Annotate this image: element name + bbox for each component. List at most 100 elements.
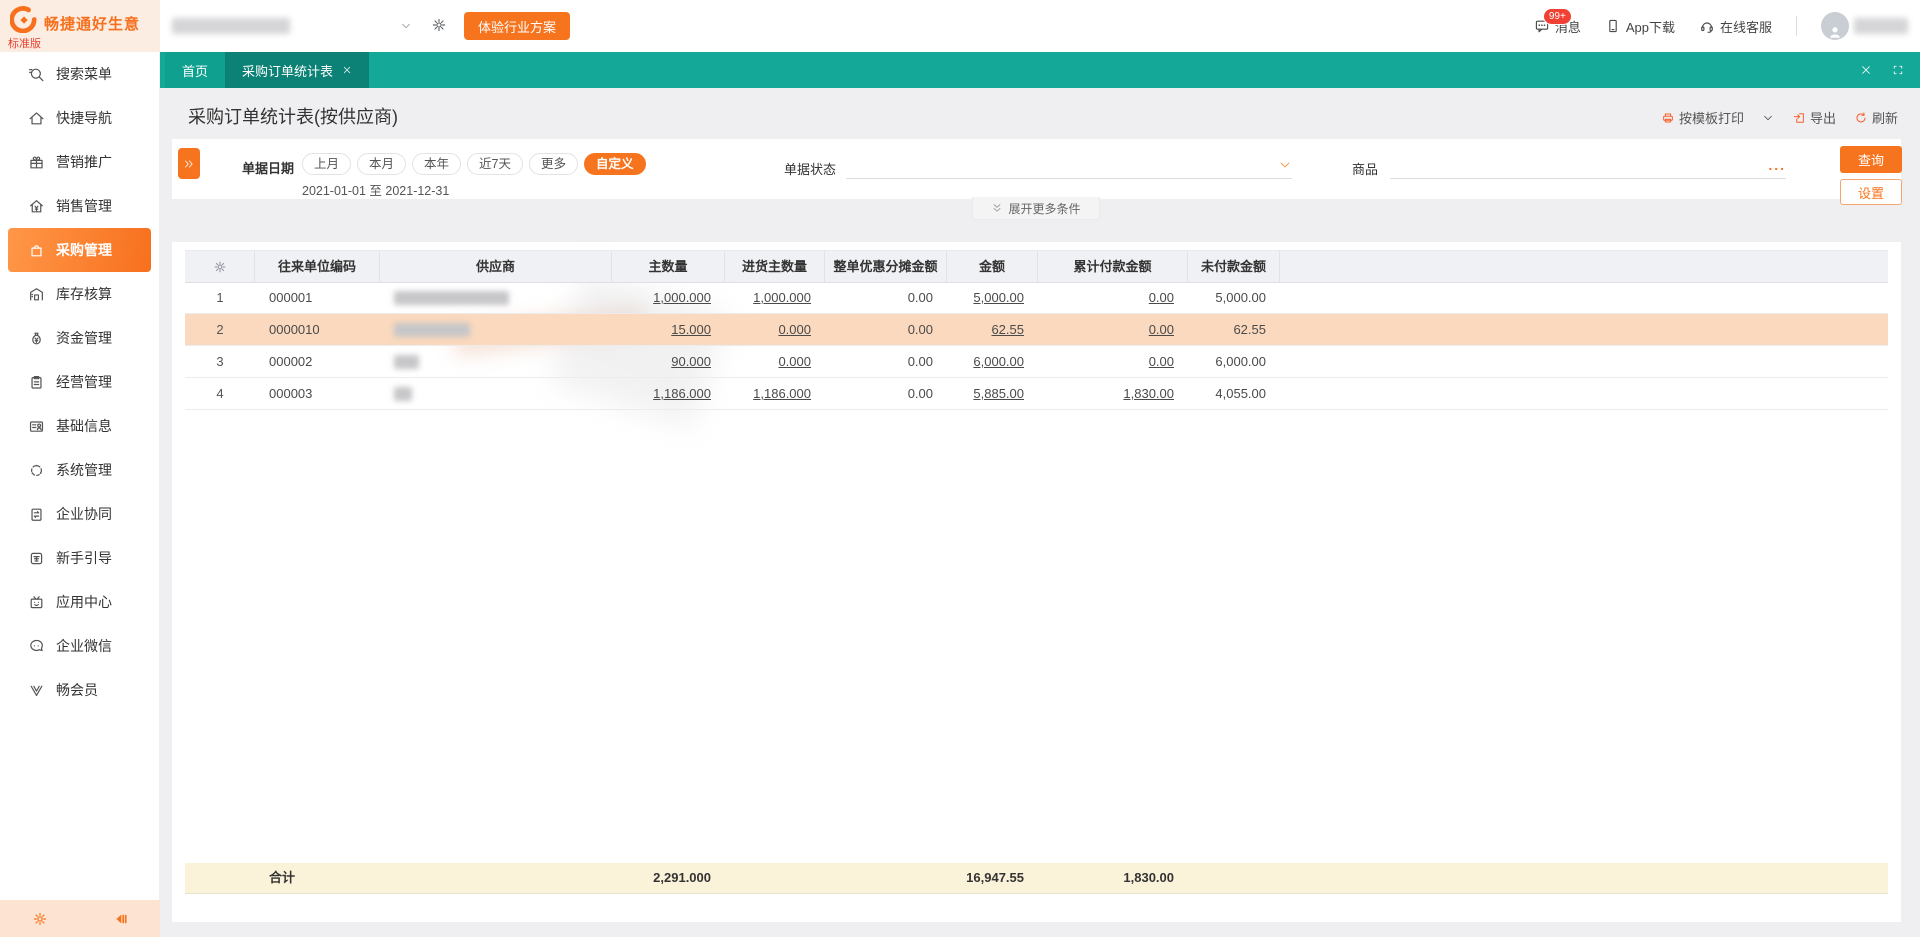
- date-quick-pill-4[interactable]: 近7天: [467, 153, 523, 175]
- date-range-value[interactable]: 2021-01-01 至 2021-12-31: [302, 184, 450, 198]
- table-row[interactable]: 1 000001 1,000.000 1,000.000 0.00 5,000.00 0.0…: [185, 282, 1888, 314]
- cell-main-qty-link[interactable]: 1,186.000: [653, 386, 711, 401]
- cell-amount-link[interactable]: 5,000.00: [973, 290, 1024, 305]
- divider: [1796, 16, 1797, 36]
- double-chevron-down-icon: [991, 202, 1003, 214]
- refresh-label: 刷新: [1871, 111, 1898, 126]
- sidebar-item-label: 新手引导: [56, 550, 112, 566]
- date-quick-pill-3[interactable]: 本年: [412, 153, 462, 175]
- sidebar-item-label: 畅会员: [56, 682, 98, 698]
- cell-amount-link[interactable]: 6,000.00: [973, 354, 1024, 369]
- online-support-button[interactable]: 在线客服: [1699, 17, 1772, 36]
- sidebar-item-quick-nav[interactable]: 快捷导航: [8, 96, 151, 140]
- tv-icon: [28, 594, 45, 611]
- column-header-5[interactable]: 整单优惠分摊金额: [825, 251, 947, 283]
- settings-button[interactable]: 设置: [1840, 179, 1902, 205]
- fullscreen-icon[interactable]: [1892, 64, 1904, 76]
- expand-more-conditions[interactable]: 展开更多条件: [972, 197, 1100, 220]
- column-header-2[interactable]: 供应商: [380, 251, 612, 283]
- company-selector[interactable]: [172, 14, 412, 38]
- table-row[interactable]: 2 0000010 15.000 0.000 0.00 62.55 0.00 62.55: [185, 314, 1888, 346]
- cell-paid-link[interactable]: 0.00: [1148, 290, 1174, 305]
- sidebar-item-wecom[interactable]: 企业微信: [8, 624, 151, 668]
- cell-inbound-qty-link[interactable]: 0.000: [778, 354, 811, 369]
- column-header-6[interactable]: 金额: [947, 251, 1038, 283]
- cell-inbound-qty-link[interactable]: 0.000: [778, 322, 811, 337]
- tab-home[interactable]: 首页: [165, 52, 226, 88]
- query-button[interactable]: 查询: [1840, 146, 1902, 173]
- column-header-8[interactable]: 未付款金额: [1188, 251, 1280, 283]
- user-account[interactable]: [1821, 12, 1908, 40]
- filter-panel: 单据日期 上月 本月 本年 近7天 更多 自定义 2021-01-01 至 2021-1…: [172, 139, 1902, 205]
- cell-inbound-qty-link[interactable]: 1,186.000: [753, 386, 811, 401]
- column-header-1[interactable]: 往来单位编码: [255, 251, 380, 283]
- sidebar-item-system-mgmt[interactable]: 系统管理: [8, 448, 151, 492]
- app-download-button[interactable]: App下载: [1605, 17, 1675, 36]
- print-options-chevron-icon[interactable]: [1762, 112, 1774, 124]
- trial-industry-plan-button[interactable]: 体验行业方案: [464, 12, 571, 40]
- sidebar-item-app-center[interactable]: 应用中心: [8, 580, 151, 624]
- product-picker-input[interactable]: ...: [1390, 152, 1786, 179]
- cell-filler: [1280, 346, 1888, 377]
- cell-amount-link[interactable]: 62.55: [991, 322, 1024, 337]
- status-filter-label: 单据状态: [784, 162, 837, 177]
- person-icon: [1827, 24, 1843, 40]
- vip-icon: [28, 682, 45, 699]
- sidebar-item-inventory[interactable]: 库存核算: [8, 272, 151, 316]
- table-row[interactable]: 4 000003 1,186.000 1,186.000 0.00 5,885.00 1,8…: [185, 378, 1888, 410]
- cell-inbound-qty-link[interactable]: 1,000.000: [753, 290, 811, 305]
- cell-unpaid: 4,055.00: [1215, 386, 1266, 401]
- tab-close-icon[interactable]: [342, 65, 352, 75]
- messages-button[interactable]: 消息 99+: [1534, 7, 1581, 36]
- sidebar-item-beginner-guide[interactable]: 新手引导: [8, 536, 151, 580]
- sidebar-item-member[interactable]: 畅会员: [8, 668, 151, 712]
- cell-discount: 0.00: [907, 322, 933, 337]
- column-header-7[interactable]: 累计付款金额: [1038, 251, 1188, 283]
- company-name-redacted: [172, 18, 290, 34]
- cell-discount: 0.00: [907, 354, 933, 369]
- username-redacted: [1854, 18, 1908, 34]
- sidebar-item-funds[interactable]: 资金管理: [8, 316, 151, 360]
- print-by-template-button[interactable]: 按模板打印: [1661, 108, 1744, 127]
- collapse-filter-button[interactable]: [178, 148, 200, 179]
- cell-paid-link[interactable]: 0.00: [1148, 322, 1174, 337]
- date-custom-pill[interactable]: 自定义: [584, 153, 646, 175]
- cell-main-qty-link[interactable]: 1,000.000: [653, 290, 711, 305]
- cell-main-qty-link[interactable]: 90.000: [671, 354, 711, 369]
- print-label: 按模板打印: [1678, 111, 1744, 126]
- sidebar-settings-gear-icon[interactable]: [32, 911, 48, 927]
- table-row[interactable]: 3 000002 90.000 0.000 0.00 6,000.00 0.00 6,000.…: [185, 346, 1888, 378]
- column-header-4[interactable]: 进货主数量: [725, 251, 825, 283]
- date-quick-pill-5[interactable]: 更多: [529, 153, 579, 175]
- export-button[interactable]: 导出: [1792, 108, 1836, 127]
- sidebar-item-operations[interactable]: 经营管理: [8, 360, 151, 404]
- sidebar-item-marketing[interactable]: 营销推广: [8, 140, 151, 184]
- brand-edition: 标准版: [8, 38, 41, 50]
- app-download-label: App下载: [1625, 19, 1675, 35]
- sidebar-item-enterprise-collab[interactable]: 企业协同: [8, 492, 151, 536]
- refresh-button[interactable]: 刷新: [1854, 108, 1898, 127]
- sidebar-item-label: 销售管理: [56, 198, 112, 214]
- cell-paid-link[interactable]: 0.00: [1148, 354, 1174, 369]
- date-quick-pill-1[interactable]: 上月: [302, 153, 352, 175]
- date-quick-pill-2[interactable]: 本月: [357, 153, 407, 175]
- sidebar-collapse-icon[interactable]: [112, 911, 128, 927]
- sidebar-item-purchase-mgmt[interactable]: 采购管理: [8, 228, 151, 272]
- tab-purchase-order-report[interactable]: 采购订单统计表: [225, 52, 370, 88]
- cell-main-qty-link[interactable]: 15.000: [671, 322, 711, 337]
- cell-paid-link[interactable]: 1,830.00: [1123, 386, 1174, 401]
- home-icon: [28, 110, 45, 127]
- status-select[interactable]: [846, 152, 1292, 179]
- sidebar-item-sales-mgmt[interactable]: 销售管理: [8, 184, 151, 228]
- sidebar: 搜索菜单 快捷导航 营销推广销售管理采购管理 库存核算 资金管理 经营管理 基础信息 系统管理…: [0, 52, 160, 900]
- sidebar-item-base-info[interactable]: 基础信息: [8, 404, 151, 448]
- column-header-3[interactable]: 主数量: [612, 251, 725, 283]
- column-settings-gear-icon[interactable]: [185, 251, 255, 283]
- gear-icon[interactable]: [431, 17, 447, 33]
- cell-amount-link[interactable]: 5,885.00: [973, 386, 1024, 401]
- more-dots-icon[interactable]: ...: [1768, 157, 1786, 173]
- sidebar-item-search-menu[interactable]: 搜索菜单: [8, 52, 151, 96]
- topbar-right: 消息 99+ App下载 在线客服: [1534, 0, 1908, 52]
- money-icon: [28, 330, 45, 347]
- close-all-tabs-icon[interactable]: [1860, 64, 1872, 76]
